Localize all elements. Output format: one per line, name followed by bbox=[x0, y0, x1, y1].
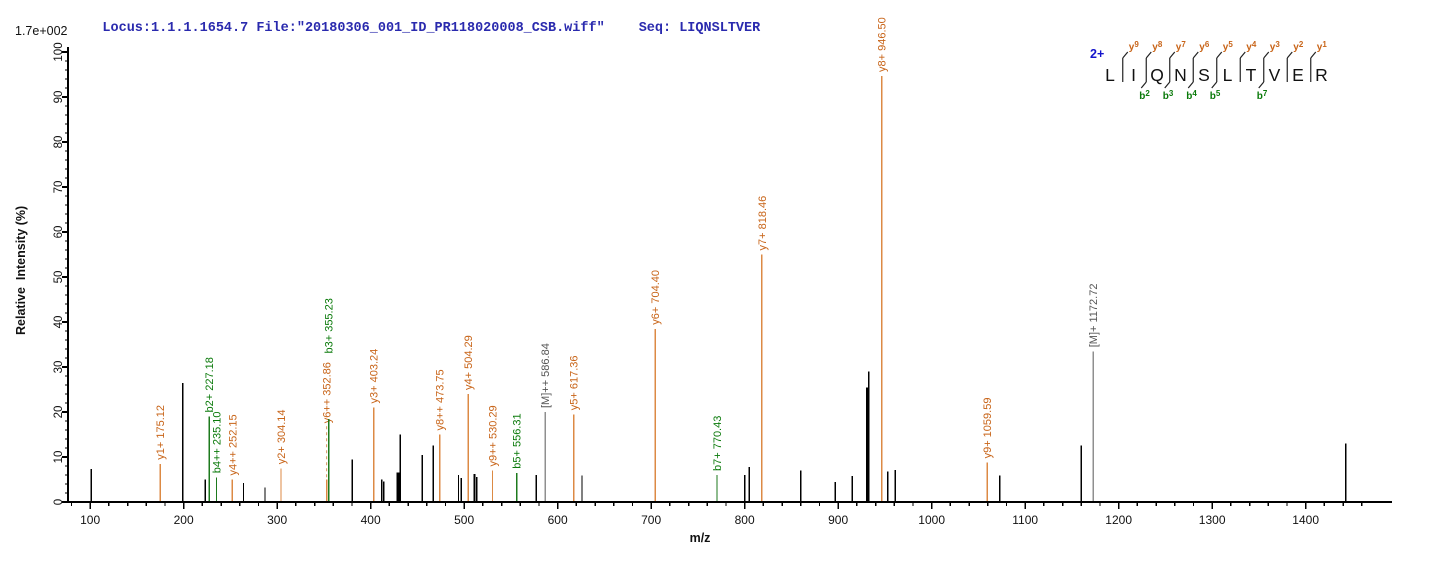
y-ion-tag: y5 bbox=[1223, 40, 1234, 53]
peak-label: y5+ 617.36 bbox=[569, 356, 581, 411]
y-ion-flag bbox=[1216, 51, 1223, 59]
b-ion-flag bbox=[1140, 81, 1147, 89]
y-tick-label: 60 bbox=[53, 226, 65, 239]
x-tick-label: 100 bbox=[80, 513, 100, 527]
peak-label: b5+ 556.31 bbox=[512, 413, 524, 468]
y-ion-tag: y1 bbox=[1317, 40, 1328, 53]
peak-label: b3+ 355.23 bbox=[324, 298, 336, 353]
b-ion-tag: b4 bbox=[1186, 89, 1197, 102]
x-tick-label: 800 bbox=[735, 513, 755, 527]
x-tick-label: 1000 bbox=[918, 513, 945, 527]
x-tick-label: 1300 bbox=[1199, 513, 1226, 527]
residue-letter: Q bbox=[1150, 65, 1164, 85]
y-tick-label: 40 bbox=[53, 316, 65, 329]
sequence-label-text: Seq: LIQNSLTVER bbox=[638, 21, 761, 36]
locus-file-text: Locus:1.1.1.1654.7 File:"20180306_001_ID… bbox=[102, 21, 605, 36]
peak-label: y8+ 946.50 bbox=[876, 17, 888, 72]
peak-label: y4+ 504.29 bbox=[463, 335, 475, 390]
x-axis-title: m/z bbox=[689, 531, 711, 545]
y-ion-tag: y6 bbox=[1199, 40, 1210, 53]
residue-letter: V bbox=[1269, 65, 1281, 85]
y-ion-flag bbox=[1286, 51, 1293, 59]
x-tick-label: 300 bbox=[267, 513, 287, 527]
peak-label: y9++ 530.29 bbox=[487, 405, 499, 466]
x-tick-label: 900 bbox=[828, 513, 848, 527]
y-ion-flag bbox=[1169, 51, 1176, 59]
b-ion-flag bbox=[1164, 81, 1171, 89]
x-tick-label: 200 bbox=[174, 513, 194, 527]
y-tick-label: 100 bbox=[53, 42, 65, 61]
y-ion-tag: y3 bbox=[1270, 40, 1281, 53]
b-ion-tag: b3 bbox=[1163, 89, 1174, 102]
y-ion-flag bbox=[1239, 51, 1246, 59]
y-tick-label: 90 bbox=[53, 91, 65, 104]
peak-label: b4++ 235.10 bbox=[211, 411, 223, 473]
b-ion-flag bbox=[1258, 81, 1265, 89]
b-ion-tag: b7 bbox=[1257, 89, 1268, 102]
b-ion-flag bbox=[1211, 81, 1218, 89]
b-ion-tag: b2 bbox=[1139, 89, 1150, 102]
peak-label: y4++ 252.15 bbox=[227, 414, 239, 475]
y-ion-flag bbox=[1122, 51, 1129, 59]
peak-label: y1+ 175.12 bbox=[155, 405, 167, 460]
absolute-intensity-scale: 1.7e+002 bbox=[15, 24, 68, 38]
peak-label: y6+ 704.40 bbox=[650, 270, 662, 325]
y-tick-label: 0 bbox=[53, 499, 65, 505]
b-ion-flag bbox=[1187, 81, 1194, 89]
residue-letter: L bbox=[1105, 65, 1115, 85]
peak-label: [M]+ 1172.72 bbox=[1088, 284, 1100, 348]
y-ion-flag bbox=[1145, 51, 1152, 59]
peak-label: y7+ 818.46 bbox=[757, 196, 769, 251]
residue-letter: R bbox=[1315, 65, 1328, 85]
y-ion-tag: y8 bbox=[1152, 40, 1163, 53]
residue-letter: N bbox=[1174, 65, 1187, 85]
peak-label: y9+ 1059.59 bbox=[982, 398, 994, 459]
y-ion-tag: y4 bbox=[1246, 40, 1257, 53]
peak-label: y2+ 304.14 bbox=[276, 410, 288, 465]
y-tick-label: 80 bbox=[53, 136, 65, 149]
y-tick-label: 20 bbox=[53, 406, 65, 419]
peak-label: y6++ 352.86 bbox=[321, 362, 333, 423]
residue-letter: S bbox=[1198, 65, 1210, 85]
y-tick-label: 50 bbox=[53, 271, 65, 284]
x-tick-label: 1400 bbox=[1292, 513, 1319, 527]
y-ion-flag bbox=[1310, 51, 1317, 59]
y-ion-tag: y9 bbox=[1129, 40, 1140, 53]
residue-letter: L bbox=[1223, 65, 1233, 85]
peak-label: [M]++ 586.84 bbox=[540, 343, 552, 408]
peak-label: y8++ 473.75 bbox=[434, 369, 446, 430]
y-ion-tag: y7 bbox=[1176, 40, 1187, 53]
x-tick-label: 600 bbox=[548, 513, 568, 527]
x-tick-label: 500 bbox=[454, 513, 474, 527]
header-line: Locus:1.1.1.1654.7 File:"20180306_001_ID… bbox=[70, 6, 760, 51]
peak-label: b2+ 227.18 bbox=[204, 357, 216, 412]
b-ion-tag: b5 bbox=[1210, 89, 1221, 102]
x-tick-label: 400 bbox=[361, 513, 381, 527]
y-ion-flag bbox=[1263, 51, 1270, 59]
precursor-charge-label: 2+ bbox=[1090, 47, 1104, 61]
x-tick-label: 1100 bbox=[1012, 513, 1038, 527]
residue-letter: E bbox=[1292, 65, 1304, 85]
y-ion-tag: y2 bbox=[1293, 40, 1304, 53]
y-tick-label: 30 bbox=[53, 361, 65, 374]
peak-label: b7+ 770.43 bbox=[712, 416, 724, 471]
residue-letter: T bbox=[1246, 65, 1257, 85]
y-ion-flag bbox=[1192, 51, 1199, 59]
x-tick-label: 1200 bbox=[1105, 513, 1132, 527]
peak-label: y3+ 403.24 bbox=[369, 349, 381, 404]
residue-letter: I bbox=[1131, 65, 1136, 85]
x-tick-label: 700 bbox=[641, 513, 661, 527]
y-tick-label: 10 bbox=[53, 451, 65, 464]
y-tick-label: 70 bbox=[53, 181, 65, 194]
